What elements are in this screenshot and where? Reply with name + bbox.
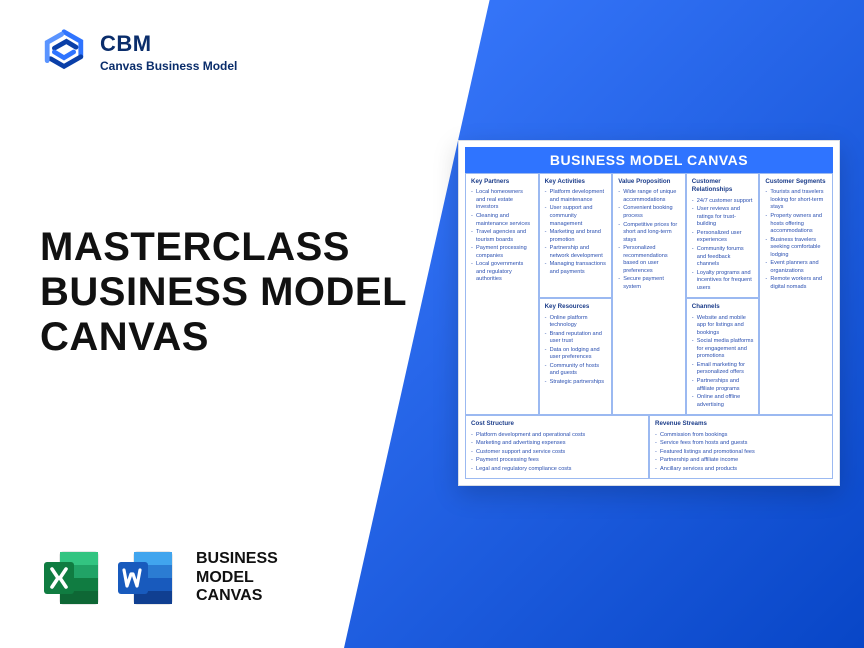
list-item: Customer support and service costs [471, 449, 643, 457]
cell-cost-structure: Cost Structure Platform development and … [465, 415, 649, 479]
excel-icon [40, 546, 104, 610]
cell-title: Channels [692, 303, 754, 311]
list-item: Business travelers seeking comfortable l… [765, 237, 827, 260]
list-item: Travel agencies and tourism boards [471, 229, 533, 244]
list-item: Personalized user experiences [692, 230, 754, 245]
list-item: Strategic partnerships [545, 379, 607, 387]
logo-abbr: CBM [100, 31, 237, 57]
list-item: Wide range of unique accommodations [618, 189, 680, 204]
logo-text: CBM Canvas Business Model [100, 31, 237, 73]
business-model-canvas-card: BUSINESS MODEL CANVAS Key Partners Local… [458, 140, 840, 486]
list-item: Community of hosts and guests [545, 363, 607, 378]
list-item: Remote workers and digital nomads [765, 276, 827, 291]
cell-list: Website and mobile app for listings and … [692, 315, 754, 410]
headline-line-3: CANVAS [40, 315, 407, 360]
list-item: Community forums and feedback channels [692, 246, 754, 269]
bottom-label-line-3: CANVAS [196, 587, 278, 605]
list-item: Featured listings and promotional fees [655, 449, 827, 457]
main-headline: MASTERCLASS BUSINESS MODEL CANVAS [40, 225, 407, 359]
cell-list: 24/7 customer supportUser reviews and ra… [692, 198, 754, 293]
logo-full: Canvas Business Model [100, 59, 237, 73]
list-item: Payment processing companies [471, 245, 533, 260]
cell-revenue-streams: Revenue Streams Commission from bookings… [649, 415, 833, 479]
cell-key-resources: Key Resources Online platform technology… [539, 298, 613, 415]
logo-block: CBM Canvas Business Model [40, 28, 237, 76]
list-item: User reviews and ratings for trust-build… [692, 206, 754, 229]
list-item: Property owners and hosts offering accom… [765, 213, 827, 236]
cell-title: Key Resources [545, 303, 607, 311]
list-item: Email marketing for personalized offers [692, 362, 754, 377]
cell-title: Key Activities [545, 178, 607, 186]
cell-channels: Channels Website and mobile app for list… [686, 298, 760, 415]
cell-list: Wide range of unique accommodationsConve… [618, 189, 680, 291]
canvas-bottom-grid: Cost Structure Platform development and … [465, 415, 833, 479]
bottom-label-line-1: BUSINESS [196, 550, 278, 568]
cell-list: Local homeowners and real estate investo… [471, 189, 533, 284]
list-item: Secure payment system [618, 276, 680, 291]
list-item: Data on lodging and user preferences [545, 347, 607, 362]
cell-title: Cost Structure [471, 420, 643, 428]
list-item: Cleaning and maintenance services [471, 213, 533, 228]
word-icon [114, 546, 178, 610]
cell-key-partners: Key Partners Local homeowners and real e… [465, 173, 539, 415]
list-item: Convenient booking process [618, 205, 680, 220]
list-item: Legal and regulatory compliance costs [471, 466, 643, 474]
cell-customer-segments: Customer Segments Tourists and travelers… [759, 173, 833, 415]
cell-key-activities: Key Activities Platform development and … [539, 173, 613, 298]
list-item: Payment processing fees [471, 457, 643, 465]
list-item: 24/7 customer support [692, 198, 754, 206]
list-item: Social media platforms for engagement an… [692, 338, 754, 361]
list-item: Website and mobile app for listings and … [692, 315, 754, 338]
cbm-logo-icon [40, 28, 88, 76]
cell-customer-relationships: Customer Relationships 24/7 customer sup… [686, 173, 760, 298]
bottom-label: BUSINESS MODEL CANVAS [196, 550, 278, 605]
list-item: Loyalty programs and incentives for freq… [692, 270, 754, 293]
canvas-top-grid: Key Partners Local homeowners and real e… [465, 173, 833, 415]
cell-value-proposition: Value Proposition Wide range of unique a… [612, 173, 686, 415]
cell-title: Value Proposition [618, 178, 680, 186]
canvas-title: BUSINESS MODEL CANVAS [465, 147, 833, 173]
list-item: Managing transactions and payments [545, 261, 607, 276]
list-item: Partnership and affiliate income [655, 457, 827, 465]
list-item: Event planners and organizations [765, 260, 827, 275]
headline-line-1: MASTERCLASS [40, 225, 407, 270]
list-item: Marketing and brand promotion [545, 229, 607, 244]
bottom-label-line-2: MODEL [196, 569, 278, 587]
list-item: Platform development and operational cos… [471, 432, 643, 440]
cell-title: Revenue Streams [655, 420, 827, 428]
cell-list: Commission from bookingsService fees fro… [655, 432, 827, 474]
cell-title: Key Partners [471, 178, 533, 186]
list-item: Local homeowners and real estate investo… [471, 189, 533, 212]
list-item: Brand reputation and user trust [545, 331, 607, 346]
list-item: Commission from bookings [655, 432, 827, 440]
headline-line-2: BUSINESS MODEL [40, 270, 407, 315]
bottom-icon-row: BUSINESS MODEL CANVAS [40, 546, 278, 610]
cell-list: Platform development and maintenanceUser… [545, 189, 607, 276]
list-item: Competitive prices for short and long-te… [618, 222, 680, 245]
cell-list: Platform development and operational cos… [471, 432, 643, 474]
cell-title: Customer Relationships [692, 178, 754, 195]
list-item: Local governments and regulatory authori… [471, 261, 533, 284]
list-item: Marketing and advertising expenses [471, 440, 643, 448]
list-item: Partnerships and affiliate programs [692, 378, 754, 393]
list-item: Partnership and network development [545, 245, 607, 260]
list-item: User support and community management [545, 205, 607, 228]
cell-title: Customer Segments [765, 178, 827, 186]
list-item: Ancillary services and products [655, 466, 827, 474]
list-item: Platform development and maintenance [545, 189, 607, 204]
list-item: Personalized recommendations based on us… [618, 245, 680, 275]
cell-list: Online platform technologyBrand reputati… [545, 315, 607, 387]
list-item: Online and offline advertising [692, 394, 754, 409]
cell-list: Tourists and travelers looking for short… [765, 189, 827, 291]
list-item: Tourists and travelers looking for short… [765, 189, 827, 212]
list-item: Online platform technology [545, 315, 607, 330]
list-item: Service fees from hosts and guests [655, 440, 827, 448]
